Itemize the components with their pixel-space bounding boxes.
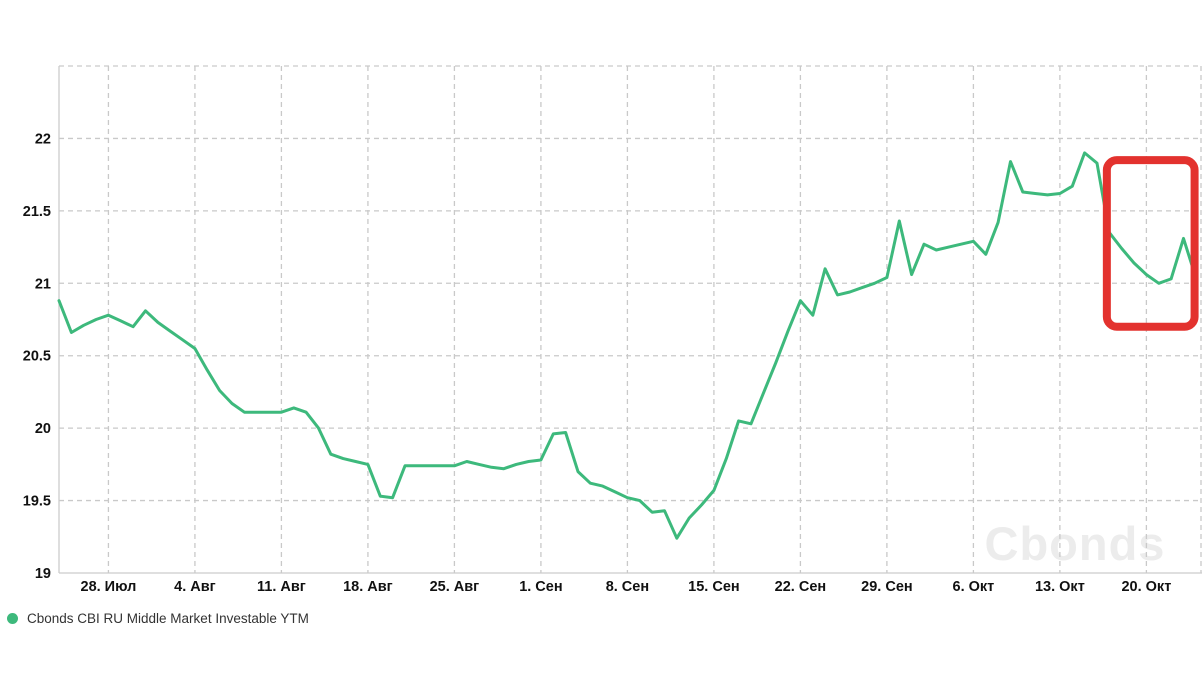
series-line[interactable] [57, 151, 1198, 540]
y-tick-label: 19.5 [23, 494, 51, 510]
y-tick-label: 21.5 [23, 204, 51, 220]
y-tick-label: 20 [35, 421, 51, 437]
x-tick-label: 6. Окт [953, 579, 995, 595]
y-tick-label: 20.5 [23, 349, 51, 365]
x-tick-label: 13. Окт [1035, 579, 1085, 595]
highlight-rect [1102, 156, 1199, 331]
x-tick-label: 1. Сен [519, 579, 562, 595]
y-tick-label: 19 [35, 566, 51, 582]
x-tick-label: 15. Сен [688, 579, 739, 595]
x-tick-label: 11. Авг [257, 579, 306, 595]
x-tick-label: 22. Сен [775, 579, 826, 595]
x-tick-label: 8. Сен [606, 579, 649, 595]
y-tick-label: 22 [35, 131, 51, 147]
x-tick-label: 18. Авг [343, 579, 393, 595]
legend-marker-icon [7, 613, 18, 624]
watermark: Cbonds [985, 517, 1166, 570]
x-tick-label: 29. Сен [861, 579, 912, 595]
legend-item[interactable]: Cbonds CBI RU Middle Market Investable Y… [7, 611, 309, 626]
y-tick-label: 21 [35, 276, 51, 292]
x-tick-label: 28. Июл [81, 579, 137, 595]
x-tick-label: 4. Авг [174, 579, 216, 595]
x-tick-label: 20. Окт [1121, 579, 1171, 595]
legend-label: Cbonds CBI RU Middle Market Investable Y… [27, 611, 309, 626]
x-tick-label: 25. Авг [430, 579, 480, 595]
